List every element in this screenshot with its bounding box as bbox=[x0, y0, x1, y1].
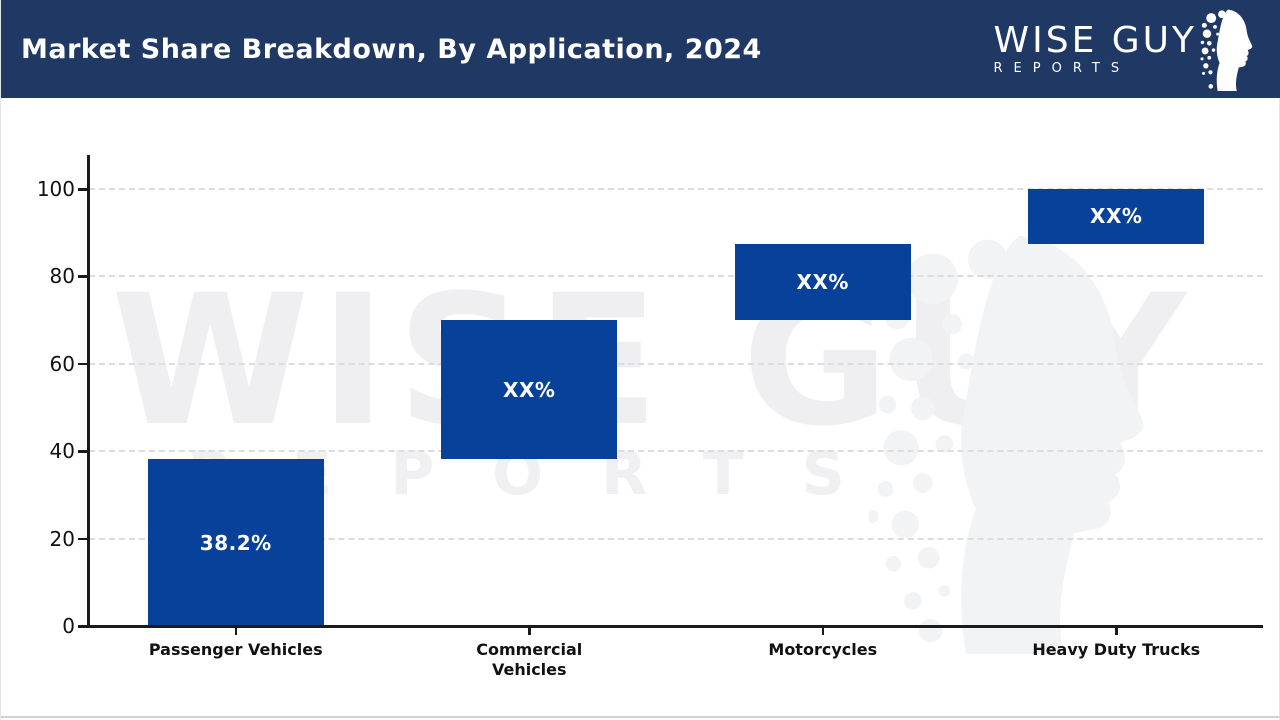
bar-passenger-vehicles: 38.2% bbox=[147, 459, 324, 626]
y-tick-label-100: 100 bbox=[36, 177, 75, 201]
bar-value-label: XX% bbox=[1090, 204, 1143, 229]
header-bar: Market Share Breakdown, By Application, … bbox=[1, 0, 1280, 98]
gridline-100 bbox=[89, 188, 1263, 190]
x-axis-spine bbox=[87, 625, 1263, 628]
x-tick-0 bbox=[234, 627, 238, 635]
x-tick-1 bbox=[528, 627, 531, 635]
x-category-label-line: Heavy Duty Trucks bbox=[1032, 640, 1201, 659]
bar-commercial-vehicles: XX% bbox=[441, 320, 618, 460]
bar-motorcycles: XX% bbox=[734, 243, 911, 321]
bar-value-label: 38.2% bbox=[199, 530, 272, 555]
y-tick-0 bbox=[78, 625, 87, 628]
x-category-label-line: Passenger Vehicles bbox=[148, 640, 323, 659]
x-category-label: Heavy Duty Trucks bbox=[986, 640, 1246, 660]
brand-logo-line1: WISE GUY bbox=[993, 20, 1197, 61]
gridline-20 bbox=[89, 537, 1263, 540]
y-tick-label-60: 60 bbox=[49, 351, 75, 376]
x-tick-2 bbox=[821, 627, 825, 635]
x-tick-3 bbox=[1115, 627, 1118, 635]
x-category-label-line: Commercial bbox=[476, 640, 583, 659]
x-category-label: Motorcycles bbox=[693, 640, 953, 660]
y-tick-60 bbox=[78, 362, 87, 366]
y-tick-label-20: 20 bbox=[49, 526, 75, 551]
y-tick-100 bbox=[78, 188, 87, 191]
bar-value-label: XX% bbox=[796, 269, 849, 294]
bar-value-label: XX% bbox=[503, 377, 556, 402]
bar-heavy-duty-trucks: XX% bbox=[1028, 189, 1205, 244]
chart-title: Market Share Breakdown, By Application, … bbox=[21, 33, 762, 65]
brand-logo-text: WISE GUY REPORTS bbox=[993, 20, 1198, 76]
brand-logo-line2: REPORTS bbox=[993, 61, 1131, 76]
x-category-label: Commercial Vehicles bbox=[399, 640, 659, 680]
x-category-label: Passenger Vehicles bbox=[106, 640, 366, 660]
gridline-80 bbox=[89, 275, 1263, 278]
gridline-40 bbox=[89, 450, 1263, 453]
footer-divider bbox=[1, 716, 1280, 718]
x-category-label-line: Motorcycles bbox=[768, 640, 878, 659]
brand-logo: WISE GUY REPORTS bbox=[994, 7, 1264, 91]
x-category-label-line: Vehicles bbox=[491, 660, 567, 679]
brand-head-icon bbox=[1200, 9, 1253, 91]
y-tick-20 bbox=[78, 537, 87, 541]
y-axis-spine bbox=[87, 155, 90, 627]
gridline-60 bbox=[89, 362, 1263, 365]
y-tick-label-80: 80 bbox=[49, 264, 75, 289]
y-tick-label-0: 0 bbox=[62, 614, 75, 638]
y-tick-label-40: 40 bbox=[49, 439, 75, 464]
y-tick-40 bbox=[78, 450, 87, 453]
y-tick-80 bbox=[78, 275, 87, 278]
